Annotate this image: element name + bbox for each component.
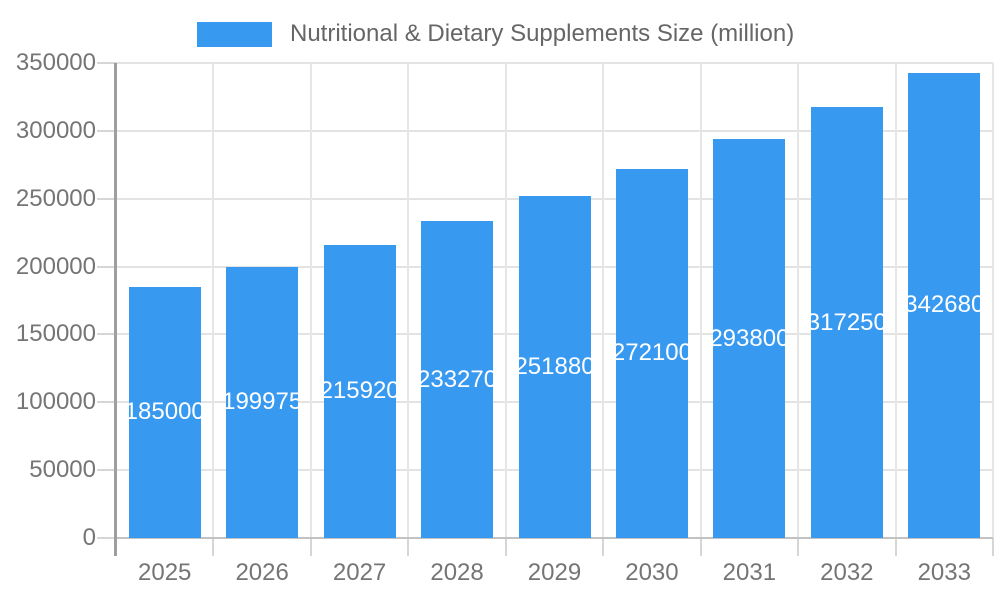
gridline-vertical [407,63,410,538]
x-axis-tick-label: 2028 [430,559,484,586]
y-axis-tick [97,129,116,132]
bar-value-label: 233270 [421,365,494,393]
x-axis-tick [797,538,800,556]
bar: 199975 [226,266,299,538]
gridline-vertical [894,63,897,538]
gridline-vertical [602,63,605,538]
legend-color-swatch [197,21,272,47]
gridline-vertical [699,63,702,538]
x-axis-tick [407,538,410,556]
x-axis-tick-label: 2033 [917,559,971,586]
bar-value-label: 185000 [128,398,201,426]
gridline-horizontal [116,62,993,64]
bar: 251880 [518,196,591,538]
gridline-vertical [212,63,215,538]
gridline-vertical [992,63,994,538]
x-axis-tick-label: 2031 [722,559,777,586]
bar-value-label: 215920 [323,377,396,405]
bar: 233270 [421,221,494,538]
y-axis-tick [97,333,116,336]
y-axis-tick-label: 300000 [15,116,96,144]
bar-value-label: 272100 [615,339,688,367]
y-axis-tick-label: 100000 [15,388,96,416]
y-axis-tick [97,469,116,472]
gridline-vertical [504,63,507,538]
y-axis-tick-label: 250000 [15,184,96,212]
x-axis-tick-label: 2032 [820,559,874,586]
y-axis-tick-label: 50000 [29,456,96,484]
x-axis-tick-label: 2029 [527,559,582,586]
gridline-horizontal [116,129,993,132]
bar: 215920 [323,244,396,538]
y-axis-tick-label: 150000 [15,320,96,348]
x-axis-tick-label: 2030 [625,559,679,586]
y-axis-tick-label: 350000 [15,49,96,76]
y-axis-tick [97,197,116,200]
bar: 342680 [908,72,981,538]
bar: 317250 [810,107,883,538]
x-axis-tick [504,538,507,556]
bar-value-label: 251880 [518,353,591,381]
bar: 185000 [128,286,201,538]
legend-label: Nutritional & Dietary Supplements Size (… [290,20,795,47]
y-axis-tick-label: 200000 [15,252,96,280]
x-axis-baseline [116,537,993,539]
x-axis-tick-label: 2025 [138,559,192,586]
gridline-vertical [309,63,312,538]
x-axis-tick [699,538,702,556]
y-axis-tick [97,401,116,404]
y-axis-line [114,63,117,556]
y-axis-tick [97,265,116,268]
gridline-vertical [797,63,800,538]
x-axis-tick [894,538,897,556]
x-axis-tick [992,538,994,556]
bar-value-label: 342680 [908,291,981,319]
bar-value-label: 199975 [226,388,299,416]
bar-value-label: 293800 [713,324,786,352]
x-axis-tick [309,538,312,556]
y-axis-tick [97,537,116,539]
x-axis-tick [602,538,605,556]
y-axis-tick [97,62,116,64]
bar-value-label: 317250 [810,308,883,336]
bar: 272100 [615,168,688,538]
bar: 293800 [713,139,786,538]
plot-area: 185000 199975 215920 233270 251880 272100 2938… [116,62,994,556]
legend-item[interactable]: Nutritional & Dietary Supplements Size (… [197,20,794,48]
x-axis-tick-label: 2027 [332,559,387,586]
x-axis-tick [212,538,215,556]
x-axis-tick-label: 2026 [235,559,289,586]
y-axis-tick-label: 0 [82,524,96,551]
